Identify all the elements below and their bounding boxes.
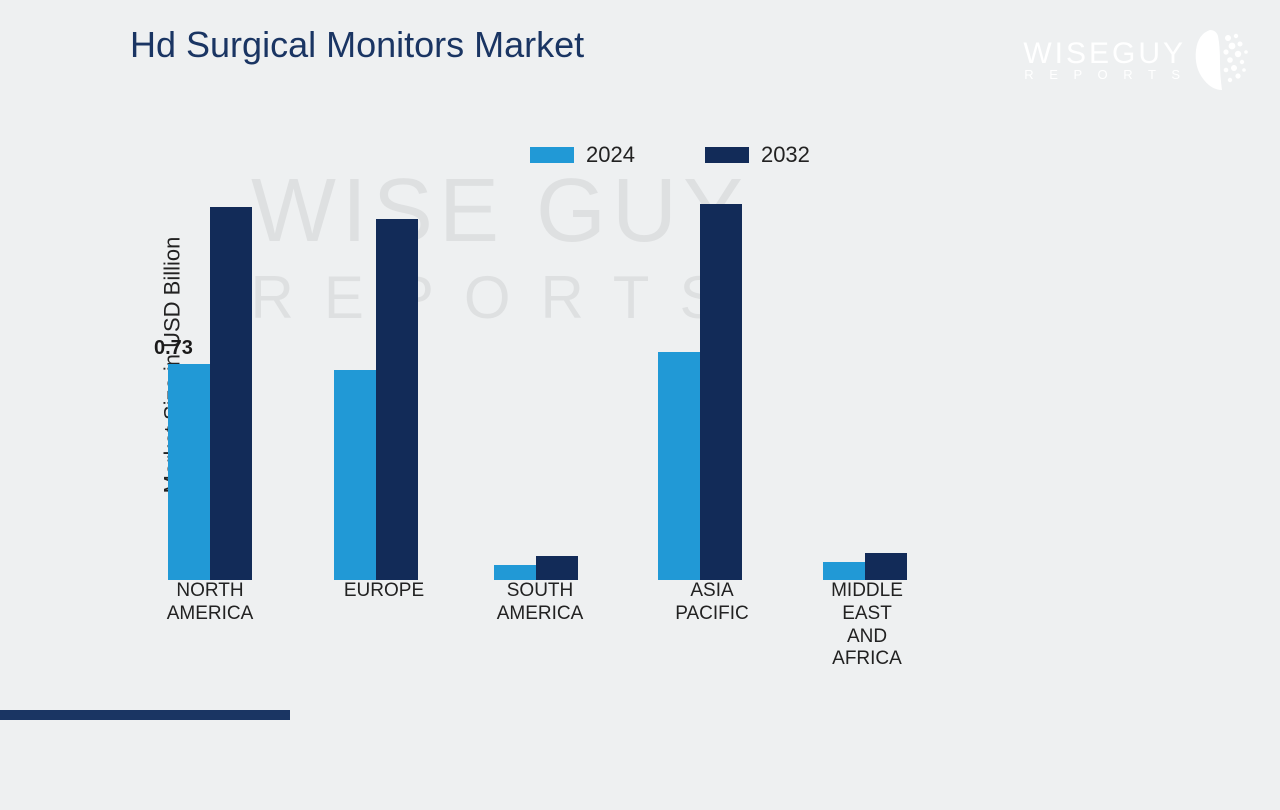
logo-line2: R E P O R T S bbox=[1023, 67, 1186, 82]
bar-2032 bbox=[700, 204, 742, 580]
x-axis-label: MIDDLEEASTANDAFRICA bbox=[802, 580, 932, 671]
bar-group: 0.73 bbox=[160, 207, 260, 580]
legend-swatch-2024 bbox=[530, 147, 574, 163]
legend-label-2024: 2024 bbox=[586, 142, 635, 168]
logo-head-icon bbox=[1190, 26, 1252, 92]
logo-line1: WISEGUY bbox=[1023, 37, 1186, 71]
bar-2024 bbox=[823, 562, 865, 580]
x-axis-label: EUROPE bbox=[334, 580, 434, 603]
bar-2032 bbox=[536, 556, 578, 580]
bar-2024 bbox=[334, 370, 376, 580]
x-axis-label: NORTHAMERICA bbox=[150, 580, 270, 626]
bar-2024 bbox=[658, 352, 700, 580]
legend-item-2032: 2032 bbox=[705, 142, 810, 168]
bar-group bbox=[486, 556, 586, 580]
bottom-accent-bar bbox=[0, 710, 290, 720]
chart-title: Hd Surgical Monitors Market bbox=[130, 24, 584, 66]
legend-item-2024: 2024 bbox=[530, 142, 635, 168]
legend: 2024 2032 bbox=[530, 142, 810, 168]
x-axis-label: SOUTHAMERICA bbox=[480, 580, 600, 626]
bar-group bbox=[815, 553, 915, 580]
bar-2024 bbox=[168, 364, 210, 580]
bar-2032 bbox=[865, 553, 907, 580]
chart-area: Market Size in USD Billion 2024 2032 0.7… bbox=[90, 150, 950, 580]
bar-2032 bbox=[210, 207, 252, 580]
plot: 0.73 bbox=[150, 180, 950, 580]
bar-value-label: 0.73 bbox=[154, 337, 193, 360]
brand-logo: WISEGUY R E P O R T S bbox=[1023, 26, 1252, 92]
x-axis-labels: NORTHAMERICA EUROPE SOUTHAMERICA ASIAPACIFI… bbox=[150, 580, 950, 700]
legend-label-2032: 2032 bbox=[761, 142, 810, 168]
bar-group bbox=[326, 219, 426, 580]
x-axis-label: ASIAPACIFIC bbox=[652, 580, 772, 626]
bar-2032 bbox=[376, 219, 418, 580]
legend-swatch-2032 bbox=[705, 147, 749, 163]
bar-2024 bbox=[494, 565, 536, 580]
bar-group bbox=[650, 204, 750, 580]
